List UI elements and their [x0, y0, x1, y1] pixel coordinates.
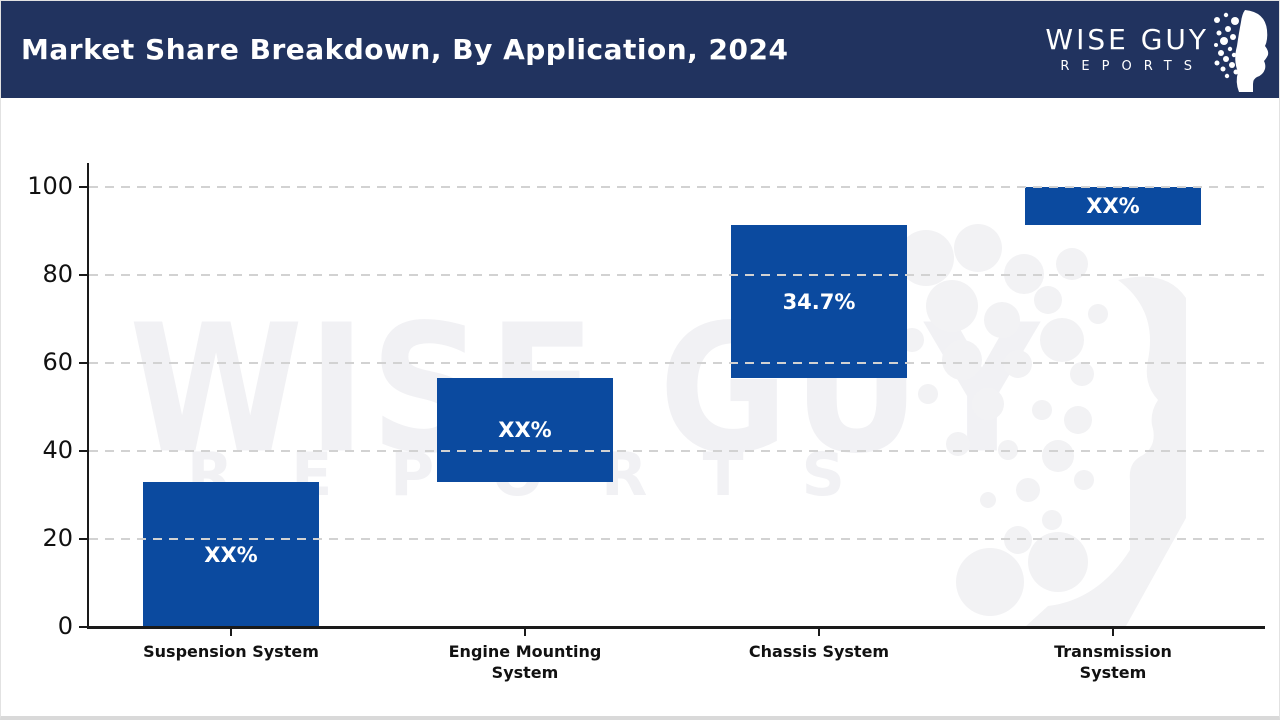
y-tick-label-40: 40 [42, 436, 73, 464]
y-tick-40 [79, 450, 87, 452]
bar-transmission-system [1025, 187, 1201, 226]
x-axis-line [87, 626, 1265, 629]
brand-subname: REPORTS [1060, 59, 1204, 74]
x-tick-chassis-system [818, 629, 820, 636]
bar-chassis-system [731, 225, 907, 378]
page-title: Market Share Breakdown, By Application, … [21, 33, 789, 66]
gridline-20 [89, 538, 1264, 540]
y-tick-label-100: 100 [27, 172, 73, 200]
bar-engine-mounting-system [437, 377, 613, 483]
gridline-40 [89, 450, 1264, 452]
y-tick-60 [79, 362, 87, 364]
x-axis-label-suspension-system: Suspension System [143, 642, 319, 661]
x-tick-engine-mounting-system [524, 629, 526, 636]
y-tick-label-20: 20 [42, 524, 73, 552]
x-axis-label-transmission-system: Transmission System [1054, 642, 1172, 682]
brand-face-icon [1214, 10, 1269, 92]
bar-suspension-system [143, 482, 319, 627]
brand-logo: WISE GUY REPORTS [1045, 5, 1271, 95]
bar-value-label-engine-mounting-system: XX% [498, 418, 552, 443]
header-bar: Market Share Breakdown, By Application, … [1, 1, 1279, 98]
brand-name: WISE GUY [1045, 23, 1209, 56]
y-tick-80 [79, 274, 87, 276]
y-axis-line [87, 163, 89, 629]
y-tick-label-0: 0 [57, 612, 73, 640]
gridline-60 [89, 362, 1264, 364]
y-tick-20 [79, 538, 87, 540]
y-tick-label-60: 60 [42, 348, 73, 376]
gridline-80 [89, 274, 1264, 276]
x-tick-transmission-system [1112, 629, 1114, 636]
y-tick-label-80: 80 [42, 260, 73, 288]
gridline-100 [89, 186, 1264, 188]
brand-logo-text: WISE GUY REPORTS [1045, 24, 1209, 76]
x-tick-suspension-system [230, 629, 232, 636]
x-axis-label-chassis-system: Chassis System [748, 642, 890, 661]
bar-value-label-chassis-system: 34.7% [782, 289, 856, 314]
bar-value-label-transmission-system: XX% [1086, 194, 1140, 219]
y-tick-100 [79, 186, 87, 188]
y-tick-0 [79, 626, 87, 628]
x-axis-label-engine-mounting-system: Engine Mounting System [448, 642, 602, 682]
bar-value-label-suspension-system: XX% [204, 542, 258, 567]
